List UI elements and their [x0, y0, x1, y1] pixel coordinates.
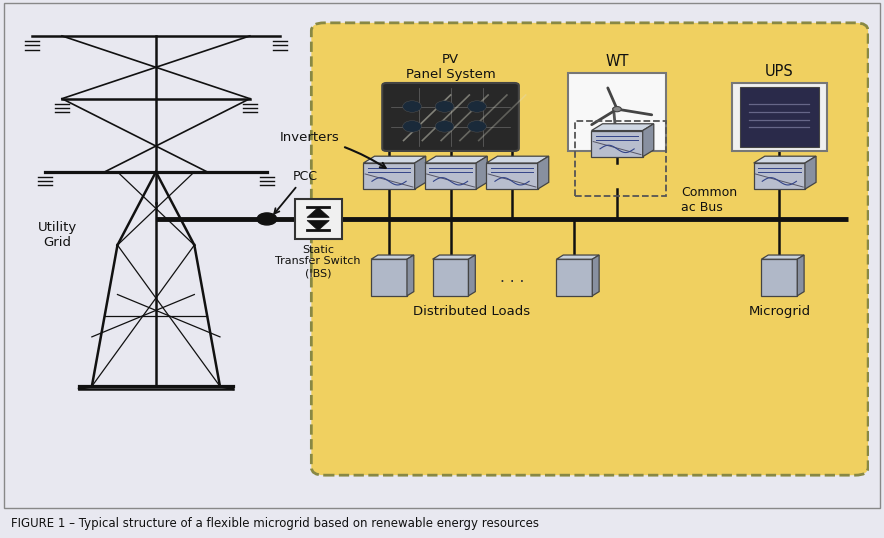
Polygon shape — [432, 259, 469, 296]
Circle shape — [613, 107, 621, 112]
FancyBboxPatch shape — [740, 88, 819, 146]
Polygon shape — [556, 259, 592, 296]
Text: FIGURE 1 – Typical structure of a flexible microgrid based on renewable energy r: FIGURE 1 – Typical structure of a flexib… — [11, 517, 538, 530]
Polygon shape — [363, 156, 426, 163]
Polygon shape — [371, 255, 414, 259]
Polygon shape — [643, 124, 654, 157]
Text: WT: WT — [606, 54, 629, 69]
Polygon shape — [425, 156, 487, 163]
Polygon shape — [469, 255, 476, 296]
Text: Static
Transfer Switch
(IBS): Static Transfer Switch (IBS) — [276, 245, 361, 278]
Text: PV
Panel System: PV Panel System — [406, 53, 495, 81]
Polygon shape — [591, 131, 643, 157]
Circle shape — [468, 101, 486, 112]
Text: Common
ac Bus: Common ac Bus — [681, 186, 737, 214]
Polygon shape — [591, 124, 654, 131]
Polygon shape — [805, 156, 816, 189]
Polygon shape — [754, 156, 816, 163]
Text: Distributed Loads: Distributed Loads — [414, 305, 530, 318]
Polygon shape — [592, 255, 599, 296]
Polygon shape — [537, 156, 549, 189]
FancyBboxPatch shape — [294, 200, 341, 238]
Circle shape — [257, 213, 277, 225]
Polygon shape — [371, 259, 407, 296]
Circle shape — [403, 121, 422, 132]
Circle shape — [435, 101, 454, 112]
Polygon shape — [754, 163, 805, 189]
Polygon shape — [307, 221, 329, 230]
Polygon shape — [486, 156, 549, 163]
Text: Utility
Grid: Utility Grid — [38, 221, 77, 249]
Text: Microgrid: Microgrid — [748, 305, 811, 318]
Polygon shape — [797, 255, 804, 296]
FancyBboxPatch shape — [732, 83, 827, 151]
Polygon shape — [486, 163, 537, 189]
Text: . . .: . . . — [500, 270, 524, 285]
Polygon shape — [307, 208, 329, 217]
Polygon shape — [415, 156, 426, 189]
Polygon shape — [363, 163, 415, 189]
FancyBboxPatch shape — [568, 73, 666, 151]
Polygon shape — [556, 255, 599, 259]
Polygon shape — [432, 255, 476, 259]
Circle shape — [403, 101, 422, 112]
Circle shape — [435, 121, 454, 132]
Text: UPS: UPS — [765, 64, 794, 79]
Polygon shape — [761, 255, 804, 259]
Text: Inverters: Inverters — [279, 131, 385, 168]
Polygon shape — [476, 156, 487, 189]
FancyBboxPatch shape — [311, 23, 868, 475]
Polygon shape — [761, 259, 797, 296]
Circle shape — [468, 121, 486, 132]
Polygon shape — [407, 255, 414, 296]
FancyBboxPatch shape — [382, 83, 519, 151]
Text: PCC: PCC — [274, 169, 317, 214]
Polygon shape — [425, 163, 476, 189]
